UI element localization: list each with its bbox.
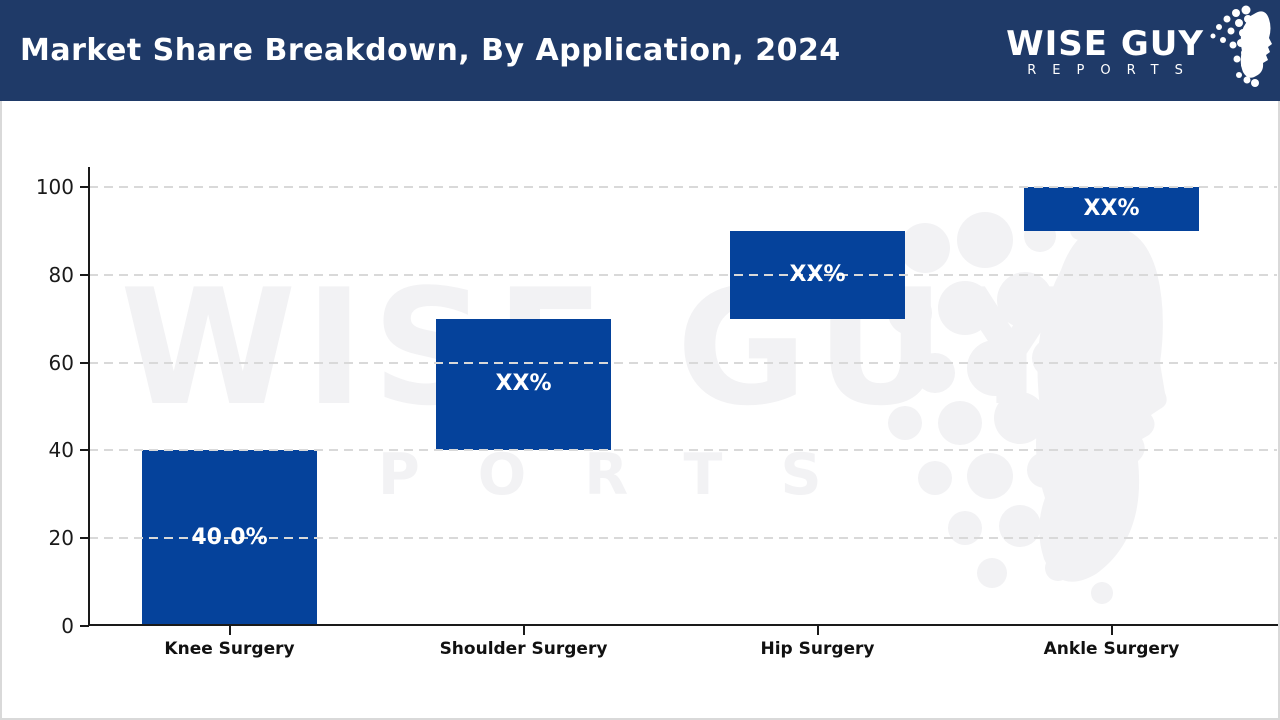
y-axis-line — [88, 167, 90, 626]
gridline — [89, 449, 1277, 452]
y-tick-mark — [80, 186, 89, 189]
y-tick-label: 20 — [48, 525, 74, 550]
bar-value-label: XX% — [1083, 196, 1140, 222]
y-tick-label: 100 — [35, 175, 74, 200]
bar-value-label: XX% — [789, 261, 846, 287]
x-tick-mark — [1110, 626, 1113, 635]
logo-face-icon — [1210, 5, 1272, 87]
watermark-subtitle: PORTS — [378, 442, 880, 508]
x-tick-label: Shoulder Surgery — [439, 639, 608, 659]
y-tick-mark — [80, 624, 89, 627]
bar-value-label: XX% — [495, 371, 552, 397]
logo-subtitle: REPORTS — [1027, 63, 1199, 78]
logo: WISE GUY REPORTS — [1006, 4, 1272, 98]
gridline — [89, 536, 1277, 539]
y-tick-label: 60 — [48, 350, 74, 375]
bar-value-label: 40.0% — [191, 524, 268, 550]
x-tick-mark — [228, 626, 231, 635]
x-tick-label: Ankle Surgery — [1043, 639, 1180, 659]
x-tick-label: Knee Surgery — [164, 639, 295, 659]
y-tick-mark — [80, 361, 89, 364]
gridline — [89, 361, 1277, 364]
x-tick-mark — [816, 626, 819, 635]
x-tick-mark — [522, 626, 525, 635]
watermark-face-icon — [888, 212, 1167, 604]
y-tick-label: 40 — [48, 438, 74, 463]
x-axis-line — [88, 624, 1278, 626]
x-tick-label: Hip Surgery — [760, 639, 875, 659]
gridline — [89, 186, 1277, 189]
gridline — [89, 273, 1277, 276]
y-tick-label: 80 — [48, 262, 74, 287]
y-tick-mark — [80, 536, 89, 539]
y-tick-mark — [80, 273, 89, 276]
bar — [436, 318, 611, 451]
header-bar: Market Share Breakdown, By Application, … — [0, 0, 1280, 101]
y-tick-mark — [80, 449, 89, 452]
chart-title: Market Share Breakdown, By Application, … — [20, 33, 841, 68]
y-tick-label: 0 — [61, 613, 74, 638]
logo-text: WISE GUY REPORTS — [1006, 26, 1204, 80]
logo-wordmark: WISE GUY — [1006, 24, 1204, 64]
bar — [1024, 187, 1199, 232]
